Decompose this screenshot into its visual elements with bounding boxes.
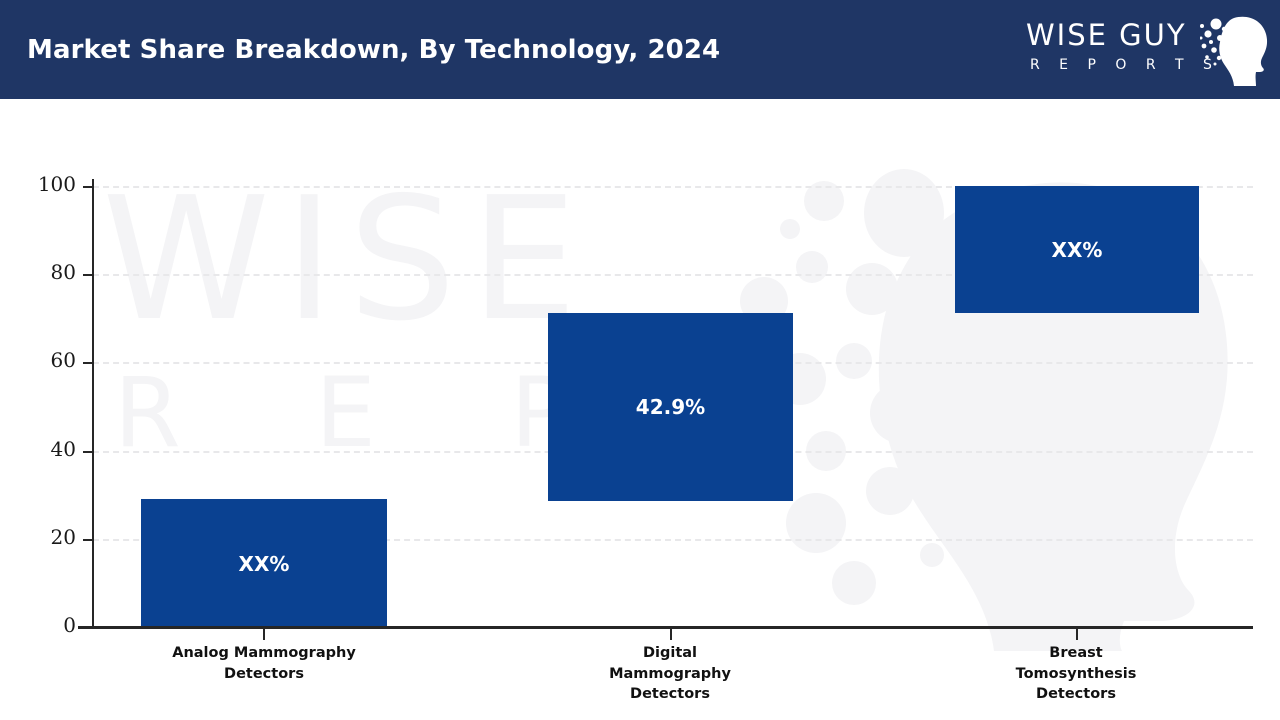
x-axis-category-label-digital: Digital Mammography Detectors xyxy=(545,643,795,705)
cat-label-line: Tomosynthesis xyxy=(1015,665,1137,682)
watermark-wordmark: WISE xyxy=(102,161,592,359)
x-tick-mark-analog xyxy=(263,629,265,640)
cat-label-line: Analog Mammography xyxy=(172,645,356,661)
y-tick-mark-20 xyxy=(83,539,92,541)
y-axis-label-0: 0 xyxy=(63,613,76,637)
page-header: Market Share Breakdown, By Technology, 2… xyxy=(0,0,1280,99)
cat-label-line: Detectors xyxy=(224,665,304,682)
bar-breast-tomosynthesis-detectors xyxy=(955,186,1199,313)
cat-label-line: Breast xyxy=(1049,645,1103,661)
gridline-100 xyxy=(93,186,1253,188)
y-tick-mark-40 xyxy=(83,451,92,453)
cat-label-line: Detectors xyxy=(630,686,710,702)
x-axis-category-label-breast: Breast Tomosynthesis Detectors xyxy=(951,643,1201,705)
wiseguy-head-profile-icon xyxy=(1200,16,1268,86)
bar-label-analog: XX% xyxy=(238,552,290,576)
y-tick-mark-80 xyxy=(83,274,92,276)
brand-subwordmark: R E P O R T S xyxy=(1030,57,1220,73)
x-axis-category-label-analog: Analog Mammography Detectors xyxy=(139,643,389,684)
brand-logo: WISE GUY R E P O R T S xyxy=(1022,10,1272,90)
y-tick-mark-0 xyxy=(83,627,92,629)
cat-label-line: Detectors xyxy=(1036,686,1116,702)
x-tick-mark-digital xyxy=(670,629,672,640)
y-tick-mark-100 xyxy=(83,186,92,188)
y-axis-label-40: 40 xyxy=(50,437,76,461)
y-tick-mark-60 xyxy=(83,362,92,364)
x-tick-mark-breast xyxy=(1076,629,1078,640)
y-axis-label-20: 20 xyxy=(50,525,76,549)
bar-analog-mammography-detectors xyxy=(141,499,387,627)
bar-label-breast: XX% xyxy=(1051,238,1103,262)
page-title: Market Share Breakdown, By Technology, 2… xyxy=(27,34,721,65)
y-axis-label-80: 80 xyxy=(50,260,76,284)
cat-label-line: Digital xyxy=(642,645,698,661)
y-axis-label-60: 60 xyxy=(50,348,76,372)
cat-label-line: Mammography xyxy=(609,665,731,682)
gridline-20 xyxy=(93,539,1253,541)
bar-digital-mammography-detectors xyxy=(548,313,793,501)
y-axis-line xyxy=(92,179,94,629)
chart-plot-area: WISE R E P O xyxy=(0,99,1280,720)
bar-label-digital: 42.9% xyxy=(635,395,706,419)
gridline-80 xyxy=(93,274,1253,276)
x-axis-line xyxy=(78,626,1253,629)
brand-wordmark: WISE GUY xyxy=(1026,18,1187,52)
y-axis-label-100: 100 xyxy=(37,172,76,196)
